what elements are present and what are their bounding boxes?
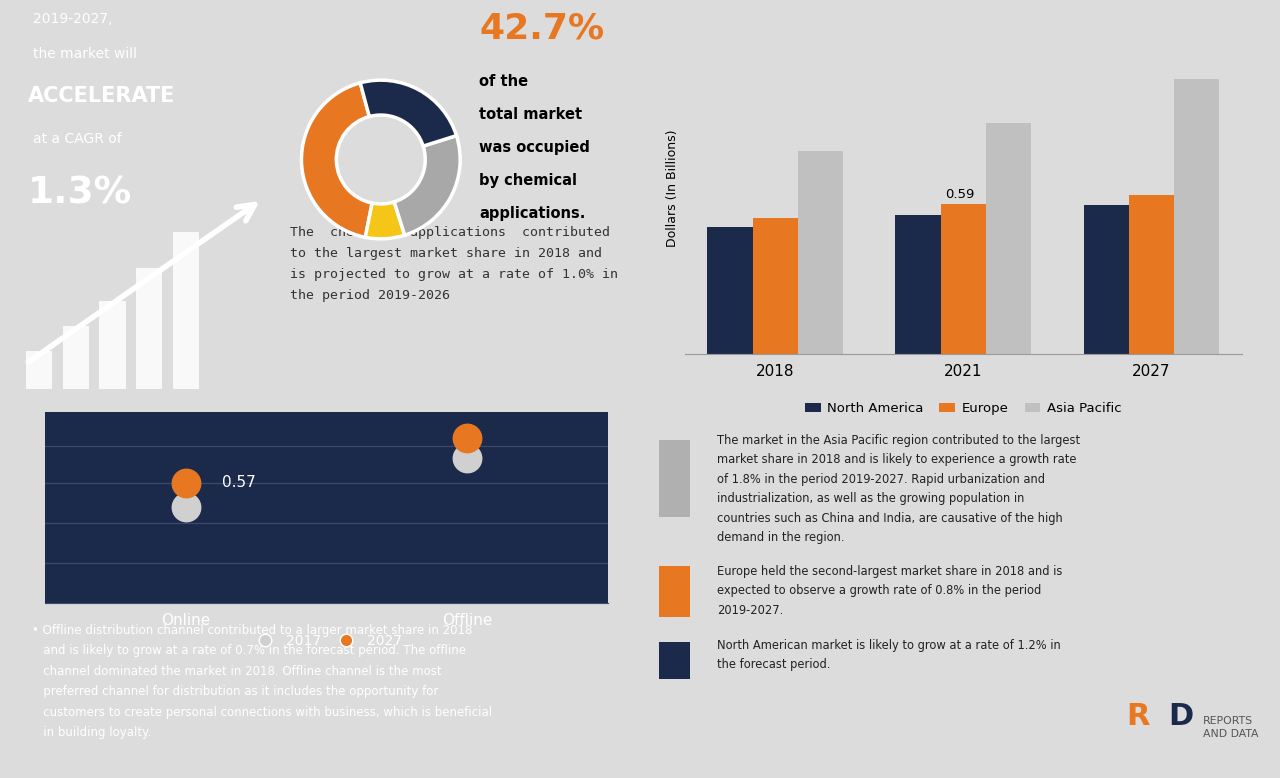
Point [175, 476, 196, 489]
Text: R: R [1126, 703, 1149, 731]
Bar [1174, 79, 1219, 354]
Text: ACCELERATE: ACCELERATE [28, 86, 175, 106]
FancyBboxPatch shape [659, 440, 690, 517]
Text: 42.7%: 42.7% [480, 12, 604, 46]
Text: at a CAGR of: at a CAGR of [33, 132, 122, 146]
Text: total market: total market [480, 107, 582, 122]
Bar [173, 232, 200, 389]
Wedge shape [365, 202, 404, 239]
Bar [896, 216, 941, 354]
Y-axis label: Dollars (In Billions): Dollars (In Billions) [667, 130, 680, 247]
Text: D: D [1169, 703, 1193, 731]
Text: by chemical: by chemical [480, 173, 577, 188]
Text: the market will: the market will [33, 47, 137, 61]
Point [457, 452, 477, 464]
Bar [708, 227, 753, 354]
Text: of the: of the [480, 74, 529, 89]
Text: 2019-2027,: 2019-2027, [33, 12, 113, 26]
Text: Europe held the second-largest market share in 2018 and is
expected to observe a: Europe held the second-largest market sh… [717, 565, 1062, 617]
Bar [136, 268, 163, 389]
Bar [1084, 205, 1129, 354]
Point [457, 433, 477, 445]
Legend: North America, Europe, Asia Pacific: North America, Europe, Asia Pacific [800, 397, 1126, 420]
Bar [100, 300, 125, 389]
Text: 0.57: 0.57 [223, 475, 256, 490]
Bar [63, 326, 88, 389]
Text: • Offline distribution channel contributed to a larger market share in 2018
   a: • Offline distribution channel contribut… [32, 624, 492, 739]
Wedge shape [302, 82, 372, 237]
Wedge shape [360, 80, 457, 146]
Bar [26, 351, 52, 389]
Text: North American market is likely to grow at a rate of 1.2% in
the forecast period: North American market is likely to grow … [717, 639, 1061, 671]
Text: was occupied: was occupied [480, 140, 590, 155]
Bar [753, 218, 797, 354]
FancyBboxPatch shape [659, 566, 690, 616]
Point [175, 500, 196, 513]
Text: 0.59: 0.59 [945, 187, 974, 201]
Legend: 2017, 2027: 2017, 2027 [246, 628, 407, 654]
Text: REPORTS
AND DATA: REPORTS AND DATA [1203, 717, 1258, 739]
Bar [1129, 195, 1174, 354]
Bar [986, 123, 1030, 354]
Text: The  chemical  applications  contributed
to the largest market share in 2018 and: The chemical applications contributed to… [289, 226, 618, 302]
Wedge shape [394, 135, 460, 235]
Text: The market in the Asia Pacific region contributed to the largest
market share in: The market in the Asia Pacific region co… [717, 434, 1080, 545]
Bar [797, 150, 842, 354]
Text: applications.: applications. [480, 206, 586, 221]
FancyBboxPatch shape [659, 642, 690, 678]
Text: 1.3%: 1.3% [28, 175, 132, 211]
Bar [941, 204, 986, 354]
